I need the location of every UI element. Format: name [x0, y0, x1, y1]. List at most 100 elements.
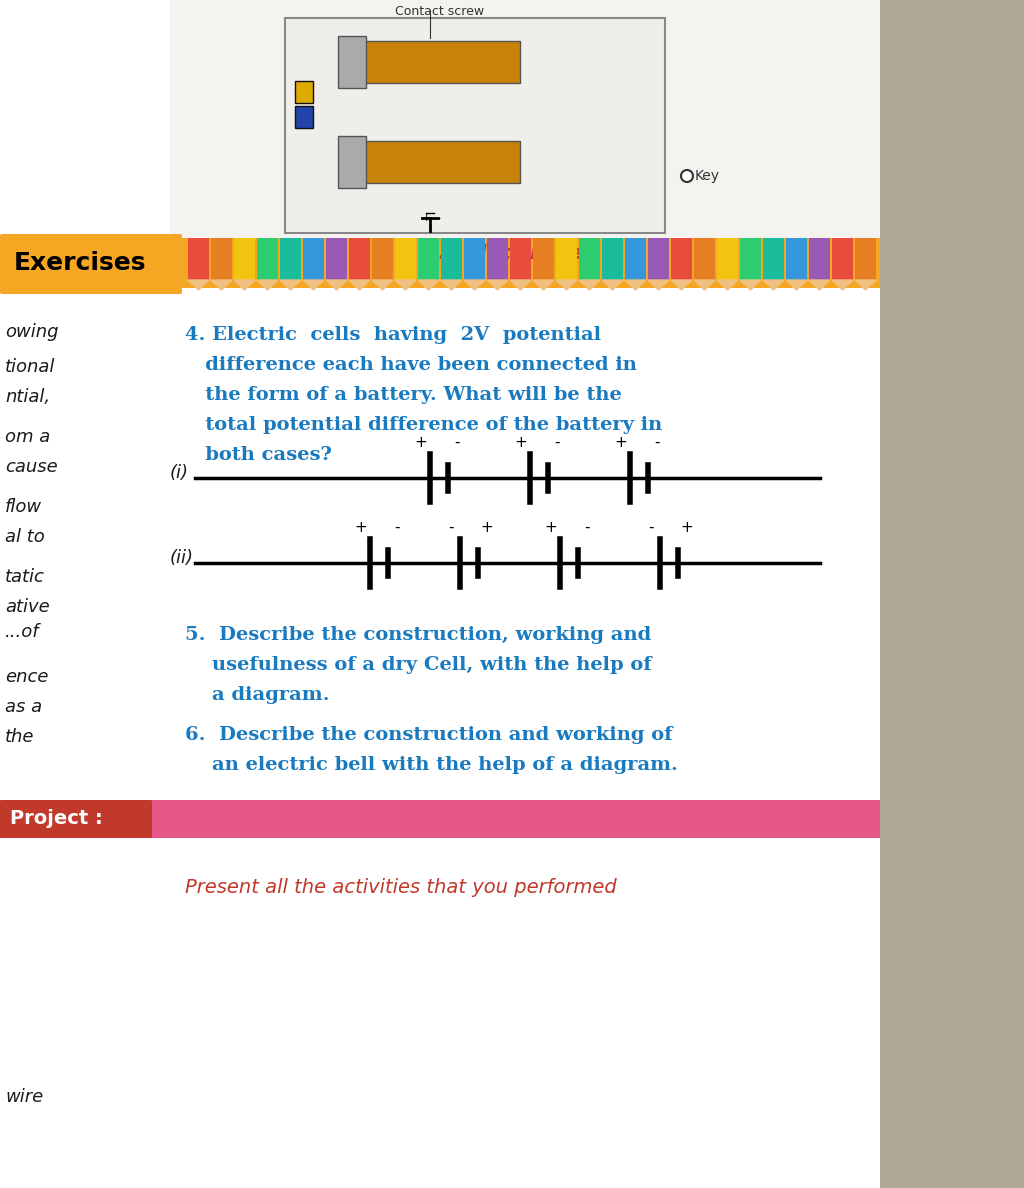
Polygon shape — [809, 280, 830, 290]
Bar — [0, 238, 880, 287]
Text: 4. Electric  cells  having  2V  potential: 4. Electric cells having 2V potential — [185, 326, 601, 345]
Bar — [855, 238, 876, 280]
Bar — [0, 0, 880, 1188]
Bar — [395, 238, 416, 280]
Polygon shape — [694, 280, 715, 290]
Bar — [487, 238, 508, 280]
Bar — [579, 238, 600, 280]
Text: -: - — [648, 520, 653, 535]
Bar — [188, 238, 209, 280]
Text: tional: tional — [5, 358, 55, 375]
Bar — [365, 42, 520, 83]
Bar — [295, 81, 313, 103]
Text: +: + — [354, 520, 368, 535]
Polygon shape — [534, 280, 554, 290]
Polygon shape — [211, 280, 232, 290]
Bar — [694, 238, 715, 280]
Text: tatic: tatic — [5, 568, 45, 586]
Text: -: - — [394, 520, 399, 535]
Bar — [763, 238, 784, 280]
Polygon shape — [763, 280, 784, 290]
Polygon shape — [418, 280, 439, 290]
Text: om a: om a — [5, 428, 50, 446]
Polygon shape — [487, 280, 508, 290]
Text: 6.  Describe the construction and working of: 6. Describe the construction and working… — [185, 726, 673, 744]
Bar — [740, 238, 761, 280]
Bar — [0, 800, 880, 838]
Bar — [625, 238, 646, 280]
Bar — [556, 238, 577, 280]
Bar — [257, 238, 278, 280]
Text: (i): (i) — [170, 465, 189, 482]
Text: Present all the activities that you performed: Present all the activities that you perf… — [185, 878, 616, 897]
Polygon shape — [510, 280, 531, 290]
Text: total potential difference of the battery in: total potential difference of the batter… — [185, 416, 663, 434]
Text: +: + — [614, 435, 628, 450]
Bar — [211, 238, 232, 280]
Bar — [338, 135, 366, 188]
Bar — [880, 0, 1024, 1188]
Text: ence: ence — [5, 668, 48, 685]
FancyBboxPatch shape — [0, 234, 182, 293]
Text: Contact screw: Contact screw — [395, 5, 484, 18]
Bar — [534, 238, 554, 280]
Bar — [280, 238, 301, 280]
Text: -: - — [554, 435, 560, 450]
Text: the: the — [5, 728, 35, 746]
Text: +: + — [681, 520, 693, 535]
Bar — [234, 238, 255, 280]
Polygon shape — [395, 280, 416, 290]
Polygon shape — [740, 280, 761, 290]
Polygon shape — [257, 280, 278, 290]
Text: -: - — [455, 435, 460, 450]
Bar — [295, 106, 313, 128]
Text: (ii): (ii) — [170, 549, 194, 567]
Bar — [326, 238, 347, 280]
Bar — [285, 18, 665, 233]
Bar — [786, 238, 807, 280]
Polygon shape — [234, 280, 255, 290]
Bar — [809, 238, 830, 280]
Bar — [365, 141, 520, 183]
Text: 4.8 Electric bell: 4.8 Electric bell — [425, 244, 595, 263]
FancyBboxPatch shape — [0, 800, 152, 838]
Bar — [303, 238, 324, 280]
Polygon shape — [855, 280, 876, 290]
Text: both cases?: both cases? — [185, 446, 332, 465]
Bar — [338, 36, 366, 88]
Text: ntial,: ntial, — [5, 388, 50, 406]
Bar — [170, 0, 880, 268]
Bar — [349, 238, 370, 280]
Text: al to: al to — [5, 527, 45, 546]
Polygon shape — [648, 280, 669, 290]
Text: 5.  Describe the construction, working and: 5. Describe the construction, working an… — [185, 626, 651, 644]
Bar — [831, 238, 853, 280]
Text: +: + — [515, 435, 527, 450]
Text: +: + — [480, 520, 494, 535]
Text: the form of a battery. What will be the: the form of a battery. What will be the — [185, 386, 622, 404]
Bar — [441, 238, 462, 280]
Circle shape — [681, 170, 693, 182]
Text: Project :: Project : — [10, 809, 102, 828]
Text: Key: Key — [695, 169, 720, 183]
Bar — [464, 238, 485, 280]
Text: owing: owing — [5, 323, 58, 341]
Polygon shape — [831, 280, 853, 290]
Text: an electric bell with the help of a diagram.: an electric bell with the help of a diag… — [185, 756, 678, 775]
Text: +: + — [422, 213, 431, 223]
Polygon shape — [464, 280, 485, 290]
Polygon shape — [349, 280, 370, 290]
Bar — [510, 238, 531, 280]
Polygon shape — [188, 280, 209, 290]
Polygon shape — [625, 280, 646, 290]
Text: difference each have been connected in: difference each have been connected in — [185, 356, 637, 374]
Text: -: - — [436, 213, 440, 223]
Polygon shape — [556, 280, 577, 290]
Bar — [372, 238, 393, 280]
Text: as a: as a — [5, 699, 42, 716]
Text: usefulness of a dry Cell, with the help of: usefulness of a dry Cell, with the help … — [185, 656, 651, 674]
Bar — [648, 238, 669, 280]
Text: +: + — [545, 520, 557, 535]
Text: wire: wire — [5, 1088, 43, 1106]
Text: flow: flow — [5, 498, 42, 516]
